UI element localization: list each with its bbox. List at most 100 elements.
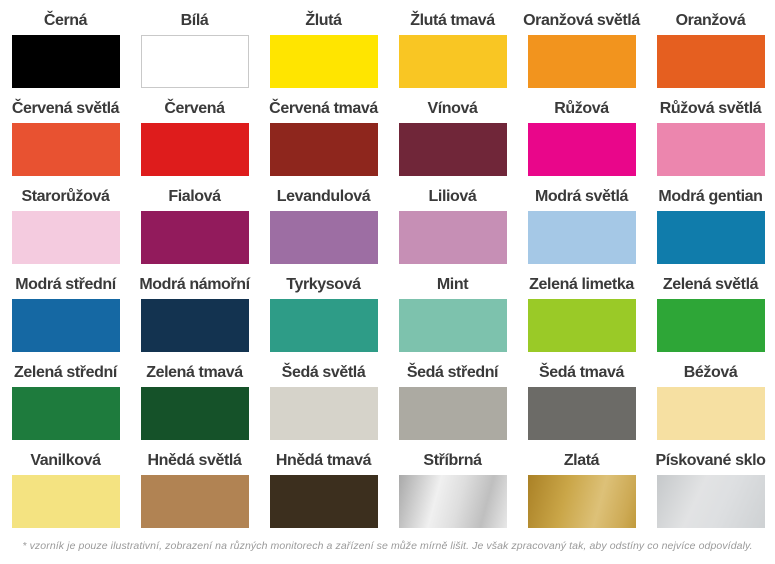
swatch-label: Vanilková (30, 452, 101, 470)
swatch-label: Červená (164, 100, 225, 118)
swatch-label: Vínová (427, 100, 478, 118)
swatch-label: Zlatá (563, 452, 600, 470)
color-swatch-cell: Žlutá tmavá (388, 0, 517, 88)
color-swatch (527, 299, 636, 352)
color-swatch (656, 35, 765, 88)
color-swatch-cell: Mint (388, 264, 517, 352)
color-swatch (656, 211, 765, 264)
color-swatch-cell: Žlutá (259, 0, 388, 88)
color-swatch-cell: Liliová (388, 176, 517, 264)
swatch-label: Levandulová (276, 188, 371, 206)
color-swatch (140, 475, 249, 528)
color-swatch (398, 475, 507, 528)
color-swatch (140, 123, 249, 176)
swatch-label: Fialová (168, 188, 221, 206)
color-swatch-cell: Zelená limetka (517, 264, 646, 352)
swatch-label: Modrá střední (15, 276, 116, 294)
swatch-label: Zelená limetka (529, 276, 634, 294)
color-swatch-cell: Zlatá (517, 440, 646, 528)
color-swatch (140, 387, 249, 440)
color-swatch-cell: Zelená světlá (646, 264, 775, 352)
swatch-label: Béžová (683, 364, 738, 382)
color-swatch-cell: Hnědá světlá (130, 440, 259, 528)
color-swatch (11, 211, 120, 264)
swatch-label: Bílá (180, 12, 209, 30)
swatch-label: Červená tmavá (269, 100, 378, 118)
swatch-label: Žlutá (305, 12, 342, 30)
swatch-label: Zelená světlá (662, 276, 759, 294)
color-swatch (398, 299, 507, 352)
color-swatch-cell: Šedá světlá (259, 352, 388, 440)
color-swatch-cell: Béžová (646, 352, 775, 440)
color-swatch-cell: Šedá tmavá (517, 352, 646, 440)
swatch-label: Liliová (428, 188, 477, 206)
swatch-label: Šedá světlá (281, 364, 366, 382)
color-swatch-cell: Starorůžová (1, 176, 130, 264)
swatch-label: Mint (436, 276, 469, 294)
color-swatch (11, 123, 120, 176)
color-swatch (656, 475, 765, 528)
color-swatch (11, 299, 120, 352)
color-swatch (527, 35, 636, 88)
swatch-label: Černá (43, 12, 88, 30)
color-swatch-cell: Červená světlá (1, 88, 130, 176)
color-swatch (140, 211, 249, 264)
color-swatch (527, 211, 636, 264)
color-swatch (140, 299, 249, 352)
color-swatch-cell: Modrá světlá (517, 176, 646, 264)
swatch-label: Modrá námořní (139, 276, 250, 294)
color-swatch-cell: Tyrkysová (259, 264, 388, 352)
swatch-label: Oranžová světlá (523, 12, 640, 30)
color-swatch-cell: Růžová (517, 88, 646, 176)
color-swatch-cell: Růžová světlá (646, 88, 775, 176)
color-swatch (11, 35, 120, 88)
color-swatch (656, 299, 765, 352)
color-swatch-cell: Červená tmavá (259, 88, 388, 176)
color-swatch (269, 35, 378, 88)
color-swatch (269, 123, 378, 176)
swatch-label: Pískované sklo (655, 452, 766, 470)
swatch-label: Růžová světlá (659, 100, 762, 118)
color-swatch (527, 475, 636, 528)
swatch-label: Šedá tmavá (539, 364, 624, 382)
color-swatch-cell: Levandulová (259, 176, 388, 264)
color-swatch-cell: Zelená střední (1, 352, 130, 440)
color-swatch-cell: Černá (1, 0, 130, 88)
color-swatch-cell: Oranžová světlá (517, 0, 646, 88)
color-swatch (527, 387, 636, 440)
swatch-label: Růžová (554, 100, 609, 118)
swatch-label: Zelená tmavá (146, 364, 243, 382)
swatch-label: Žlutá tmavá (410, 12, 495, 30)
color-swatch (398, 387, 507, 440)
swatch-label: Zelená střední (14, 364, 117, 382)
color-swatch-cell: Modrá střední (1, 264, 130, 352)
color-swatch-cell: Fialová (130, 176, 259, 264)
swatch-label: Tyrkysová (286, 276, 361, 294)
color-swatch-cell: Pískované sklo (646, 440, 775, 528)
color-swatch (656, 387, 765, 440)
color-swatch (656, 123, 765, 176)
swatch-label: Šedá střední (406, 364, 499, 382)
swatch-label: Červená světlá (11, 100, 120, 118)
color-swatch (269, 299, 378, 352)
color-swatch-cell: Modrá gentian (646, 176, 775, 264)
color-swatch-cell: Šedá střední (388, 352, 517, 440)
color-swatch (11, 387, 120, 440)
swatch-label: Modrá světlá (534, 188, 628, 206)
swatch-label: Modrá gentian (658, 188, 763, 206)
color-swatch-cell: Vínová (388, 88, 517, 176)
disclaimer-footnote: * vzorník je pouze ilustrativní, zobraze… (22, 540, 753, 552)
color-swatch-cell: Oranžová (646, 0, 775, 88)
color-swatch-cell: Stříbrná (388, 440, 517, 528)
color-swatch-cell: Červená (130, 88, 259, 176)
color-swatch (398, 123, 507, 176)
color-swatch (398, 211, 507, 264)
color-swatch (269, 475, 378, 528)
swatch-label: Hnědá světlá (147, 452, 242, 470)
color-swatch (398, 35, 507, 88)
color-swatch-cell: Hnědá tmavá (259, 440, 388, 528)
swatch-label: Starorůžová (21, 188, 110, 206)
color-swatch (269, 387, 378, 440)
color-swatch (140, 35, 249, 88)
color-swatch (11, 475, 120, 528)
